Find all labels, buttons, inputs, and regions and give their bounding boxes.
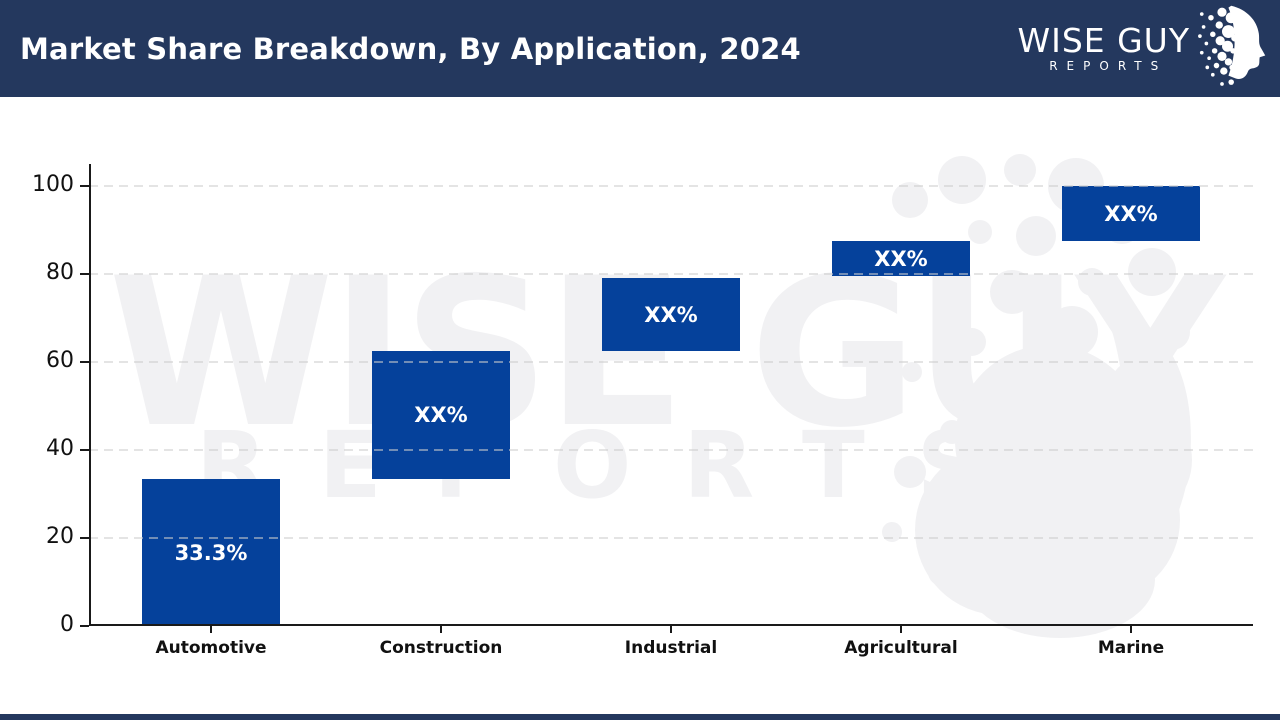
footer-strip (0, 714, 1280, 720)
bar-value-label: XX% (414, 403, 468, 428)
logo-wordmark: WISE GUY (1017, 20, 1190, 60)
bar-value-label: XX% (874, 246, 928, 271)
gridline (89, 361, 1253, 363)
y-tick-mark (80, 185, 89, 187)
y-tick-mark (80, 625, 89, 627)
gridline (89, 449, 1253, 451)
header-bar: Market Share Breakdown, By Application, … (0, 0, 1280, 97)
x-tick-mark (670, 625, 672, 633)
bar-value-label: XX% (1104, 201, 1158, 226)
x-category-label: Construction (379, 638, 503, 658)
logo-face-icon (1198, 5, 1266, 86)
y-tick-mark (80, 449, 89, 451)
y-tick-label: 100 (32, 172, 74, 197)
bar-value-label: 33.3% (174, 540, 248, 565)
bar-value-label: XX% (644, 302, 698, 327)
bar: 33.3% (142, 479, 280, 626)
gridline (89, 273, 1253, 275)
x-category-label: Industrial (624, 638, 718, 658)
y-tick-label: 60 (46, 348, 74, 373)
logo: WISE GUY REPORTS (1017, 0, 1268, 97)
bar: XX% (602, 278, 740, 351)
y-tick-label: 20 (46, 524, 74, 549)
x-category-label: Marine (1097, 638, 1165, 658)
bar: XX% (832, 241, 970, 277)
y-tick-label: 40 (46, 436, 74, 461)
y-axis-line (89, 164, 91, 626)
y-tick-mark (80, 537, 89, 539)
x-axis-line (89, 624, 1253, 626)
bar: XX% (372, 351, 510, 480)
y-tick-label: 80 (46, 260, 74, 285)
bar: XX% (1062, 186, 1200, 241)
x-tick-mark (1130, 625, 1132, 633)
x-tick-mark (210, 625, 212, 633)
x-tick-mark (900, 625, 902, 633)
gridline (89, 537, 1253, 539)
y-tick-label: 0 (60, 612, 74, 637)
x-category-label: Automotive (155, 638, 267, 658)
x-tick-mark (440, 625, 442, 633)
y-tick-mark (80, 273, 89, 275)
watermark-subtitle: REPORTS (196, 412, 1036, 519)
logo-subtitle: REPORTS (1049, 58, 1168, 73)
x-category-label: Agricultural (844, 638, 958, 658)
y-tick-mark (80, 361, 89, 363)
page-title: Market Share Breakdown, By Application, … (20, 31, 801, 66)
gridline (89, 185, 1253, 187)
